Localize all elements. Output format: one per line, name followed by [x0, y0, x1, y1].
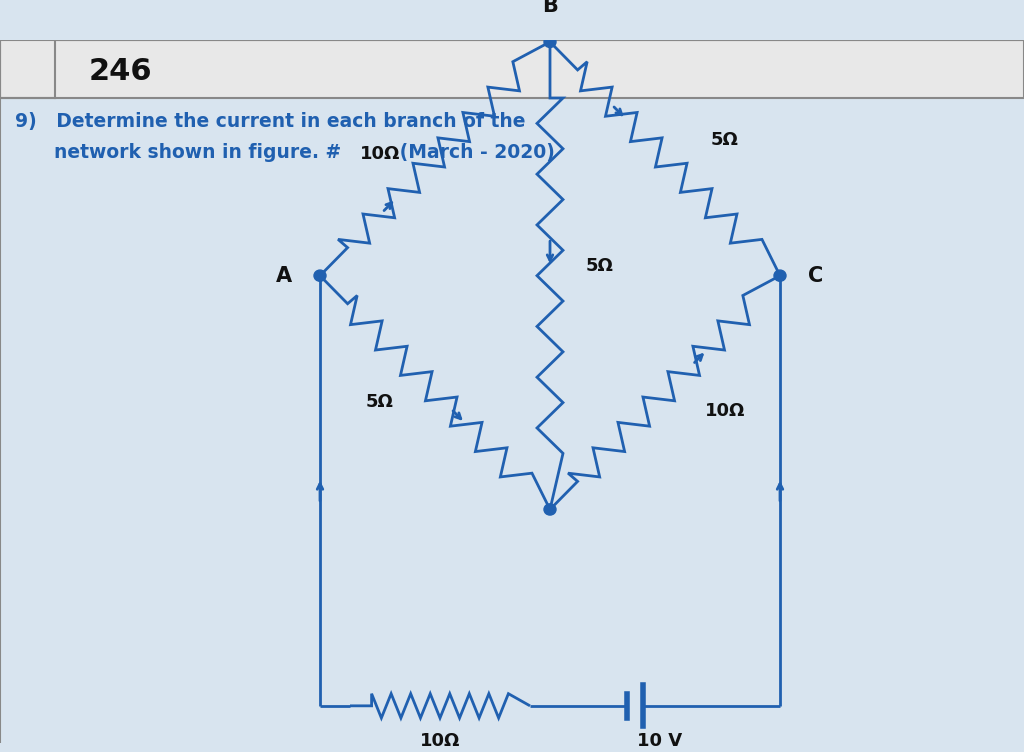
Text: 9)   Determine the current in each branch of the: 9) Determine the current in each branch … — [15, 112, 525, 131]
Text: C: C — [808, 265, 823, 286]
Circle shape — [314, 270, 326, 281]
Text: 10 V: 10 V — [637, 732, 683, 750]
FancyBboxPatch shape — [0, 40, 1024, 98]
Circle shape — [544, 504, 556, 515]
Text: 5Ω: 5Ω — [711, 131, 739, 149]
Text: A: A — [275, 265, 292, 286]
Text: 246: 246 — [88, 57, 152, 86]
Text: 10Ω: 10Ω — [420, 732, 460, 750]
Circle shape — [774, 270, 786, 281]
Text: 5Ω: 5Ω — [366, 393, 394, 411]
Text: B: B — [542, 0, 558, 16]
Text: 10Ω: 10Ω — [705, 402, 745, 420]
Text: 10Ω: 10Ω — [359, 145, 400, 163]
Text: network shown in figure. #         (March - 2020): network shown in figure. # (March - 2020… — [15, 143, 555, 162]
Text: 5Ω: 5Ω — [586, 257, 614, 275]
Circle shape — [544, 36, 556, 47]
